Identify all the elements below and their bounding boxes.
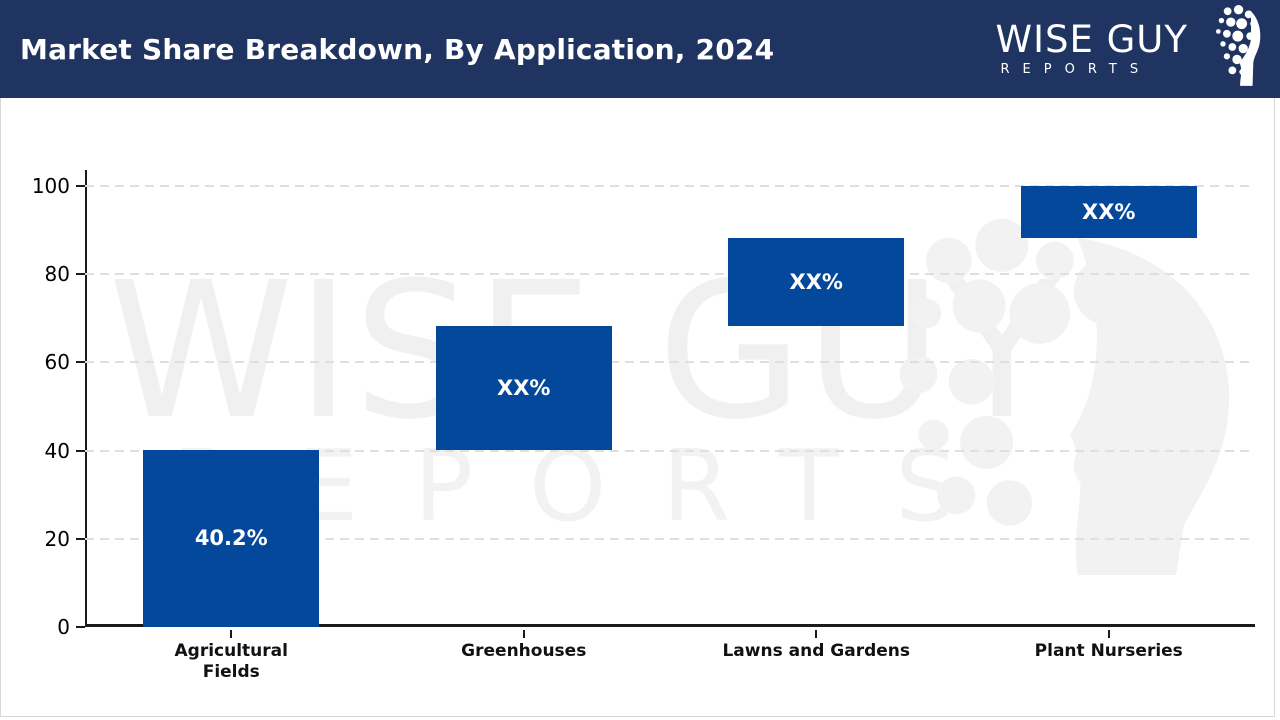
bar-value-label-4: XX% bbox=[1082, 199, 1136, 224]
gridline-60 bbox=[85, 361, 1255, 364]
y-tick-label-100: 100 bbox=[31, 174, 70, 198]
y-tick-label-60: 60 bbox=[44, 350, 70, 375]
chart-title: Market Share Breakdown, By Application, … bbox=[20, 32, 775, 66]
y-tick-label-40: 40 bbox=[44, 438, 70, 463]
x-tick-1 bbox=[230, 630, 233, 638]
y-tick-40 bbox=[76, 449, 85, 452]
axes bbox=[85, 170, 1255, 627]
y-tick-80 bbox=[76, 273, 85, 276]
x-tick-2 bbox=[522, 630, 525, 638]
y-tick-0 bbox=[76, 626, 85, 628]
logo-subtext: REPORTS bbox=[1000, 62, 1152, 77]
bar-value-label-3: XX% bbox=[789, 269, 843, 294]
y-tick-20 bbox=[76, 537, 85, 540]
x-tick-3 bbox=[815, 630, 818, 638]
wiseguy-logo-text: WISE GUY REPORTS bbox=[996, 21, 1188, 77]
wiseguy-face-icon bbox=[1184, 5, 1262, 93]
x-category-label-4: Plant Nurseries bbox=[999, 641, 1219, 662]
bar-value-label-2: XX% bbox=[497, 375, 551, 400]
bar-value-label-1: 40.2% bbox=[194, 526, 268, 551]
gridline-20 bbox=[85, 537, 1255, 540]
x-category-label-3: Lawns and Gardens bbox=[706, 641, 926, 662]
gridline-40 bbox=[85, 449, 1255, 452]
y-tick-60 bbox=[76, 361, 85, 364]
x-category-label-2: Greenhouses bbox=[414, 641, 634, 662]
x-category-label-line: Fields bbox=[202, 662, 260, 683]
wiseguy-logo: WISE GUY REPORTS bbox=[996, 5, 1262, 93]
x-category-label-line: Lawns and Gardens bbox=[722, 641, 911, 661]
bar-1: 40.2% bbox=[143, 449, 320, 627]
bar-2: XX% bbox=[435, 325, 612, 450]
gridline-100 bbox=[85, 185, 1255, 187]
bar-3: XX% bbox=[728, 237, 905, 326]
gridline-80 bbox=[85, 273, 1255, 276]
y-tick-label-80: 80 bbox=[44, 262, 70, 287]
y-tick-label-20: 20 bbox=[44, 526, 70, 551]
header-bar: Market Share Breakdown, By Application, … bbox=[0, 0, 1280, 98]
x-category-label-line: Agricultural bbox=[174, 641, 288, 661]
x-category-label-1: Agricultural Fields bbox=[121, 641, 341, 684]
x-category-label-line: Greenhouses bbox=[461, 641, 587, 661]
y-tick-100 bbox=[76, 185, 85, 187]
y-tick-label-0: 0 bbox=[57, 615, 70, 639]
x-tick-4 bbox=[1107, 630, 1110, 638]
bar-4: XX% bbox=[1020, 186, 1197, 238]
logo-wordmark: WISE GUY bbox=[995, 18, 1188, 61]
x-category-label-line: Plant Nurseries bbox=[1034, 641, 1183, 661]
